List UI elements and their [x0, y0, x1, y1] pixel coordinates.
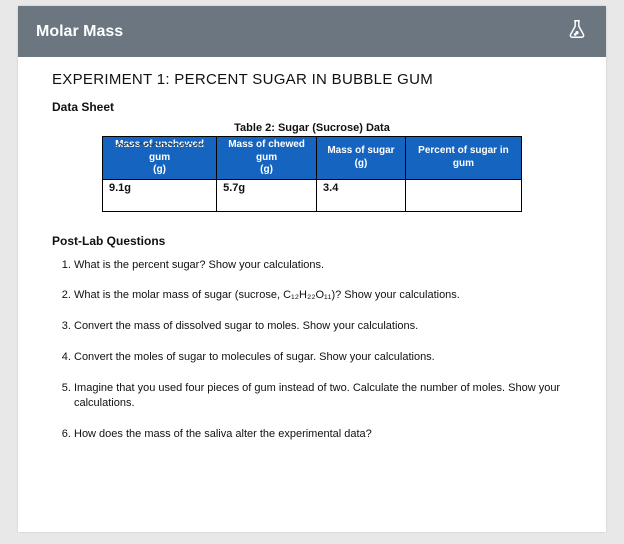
col-header-percent-sugar: Percent of sugar in gum: [405, 137, 521, 180]
page: Molar Mass EXPERIMENT 1: PERCENT SUGAR I…: [18, 6, 606, 532]
header-text: Mass of unchewed: [115, 139, 204, 150]
header-text: Mass of chewed: [228, 139, 305, 150]
header-text: gum: [453, 158, 474, 169]
post-lab-heading: Post-Lab Questions: [52, 234, 572, 248]
header-text: (g): [153, 164, 166, 175]
header-text: gum: [149, 152, 170, 163]
question-1: What is the percent sugar? Show your cal…: [74, 258, 572, 273]
question-3: Convert the mass of dissolved sugar to m…: [74, 319, 572, 334]
cell-percent-sugar: [405, 179, 521, 211]
header-bar: Molar Mass: [18, 6, 606, 57]
table-caption: Table 2: Sugar (Sucrose) Data: [52, 122, 572, 134]
header-text: Mass of sugar: [327, 145, 394, 156]
table-row: 9.1g 5.7g 3.4: [103, 179, 522, 211]
data-sheet-label: Data Sheet: [52, 100, 572, 114]
question-6: How does the mass of the saliva alter th…: [74, 427, 572, 442]
cell-chewed: 5.7g: [217, 179, 317, 211]
sucrose-data-table: Mass of unchewed gum (g) Mass of chewed …: [102, 136, 522, 212]
header-title: Molar Mass: [36, 23, 123, 41]
cell-unchewed: 9.1g: [103, 179, 217, 211]
flask-icon: [566, 18, 588, 45]
header-text: (g): [355, 158, 368, 169]
table-header-row: Mass of unchewed gum (g) Mass of chewed …: [103, 137, 522, 180]
question-5: Imagine that you used four pieces of gum…: [74, 381, 572, 411]
cell-mass-sugar: 3.4: [317, 179, 406, 211]
header-text: Percent of sugar in: [418, 145, 509, 156]
question-2: What is the molar mass of sugar (sucrose…: [74, 288, 572, 303]
header-text: (g): [260, 164, 273, 175]
col-header-mass-sugar: Mass of sugar (g): [317, 137, 406, 180]
question-4: Convert the moles of sugar to molecules …: [74, 350, 572, 365]
col-header-chewed: Mass of chewed gum (g): [217, 137, 317, 180]
experiment-title: EXPERIMENT 1: PERCENT SUGAR IN BUBBLE GU…: [52, 71, 572, 88]
questions-list: What is the percent sugar? Show your cal…: [52, 258, 572, 442]
col-header-unchewed: Mass of unchewed gum (g): [103, 137, 217, 180]
header-text: gum: [256, 152, 277, 163]
table-wrap: Mass of unchewed gum (g) Mass of chewed …: [52, 136, 572, 212]
content-area: EXPERIMENT 1: PERCENT SUGAR IN BUBBLE GU…: [18, 57, 606, 467]
